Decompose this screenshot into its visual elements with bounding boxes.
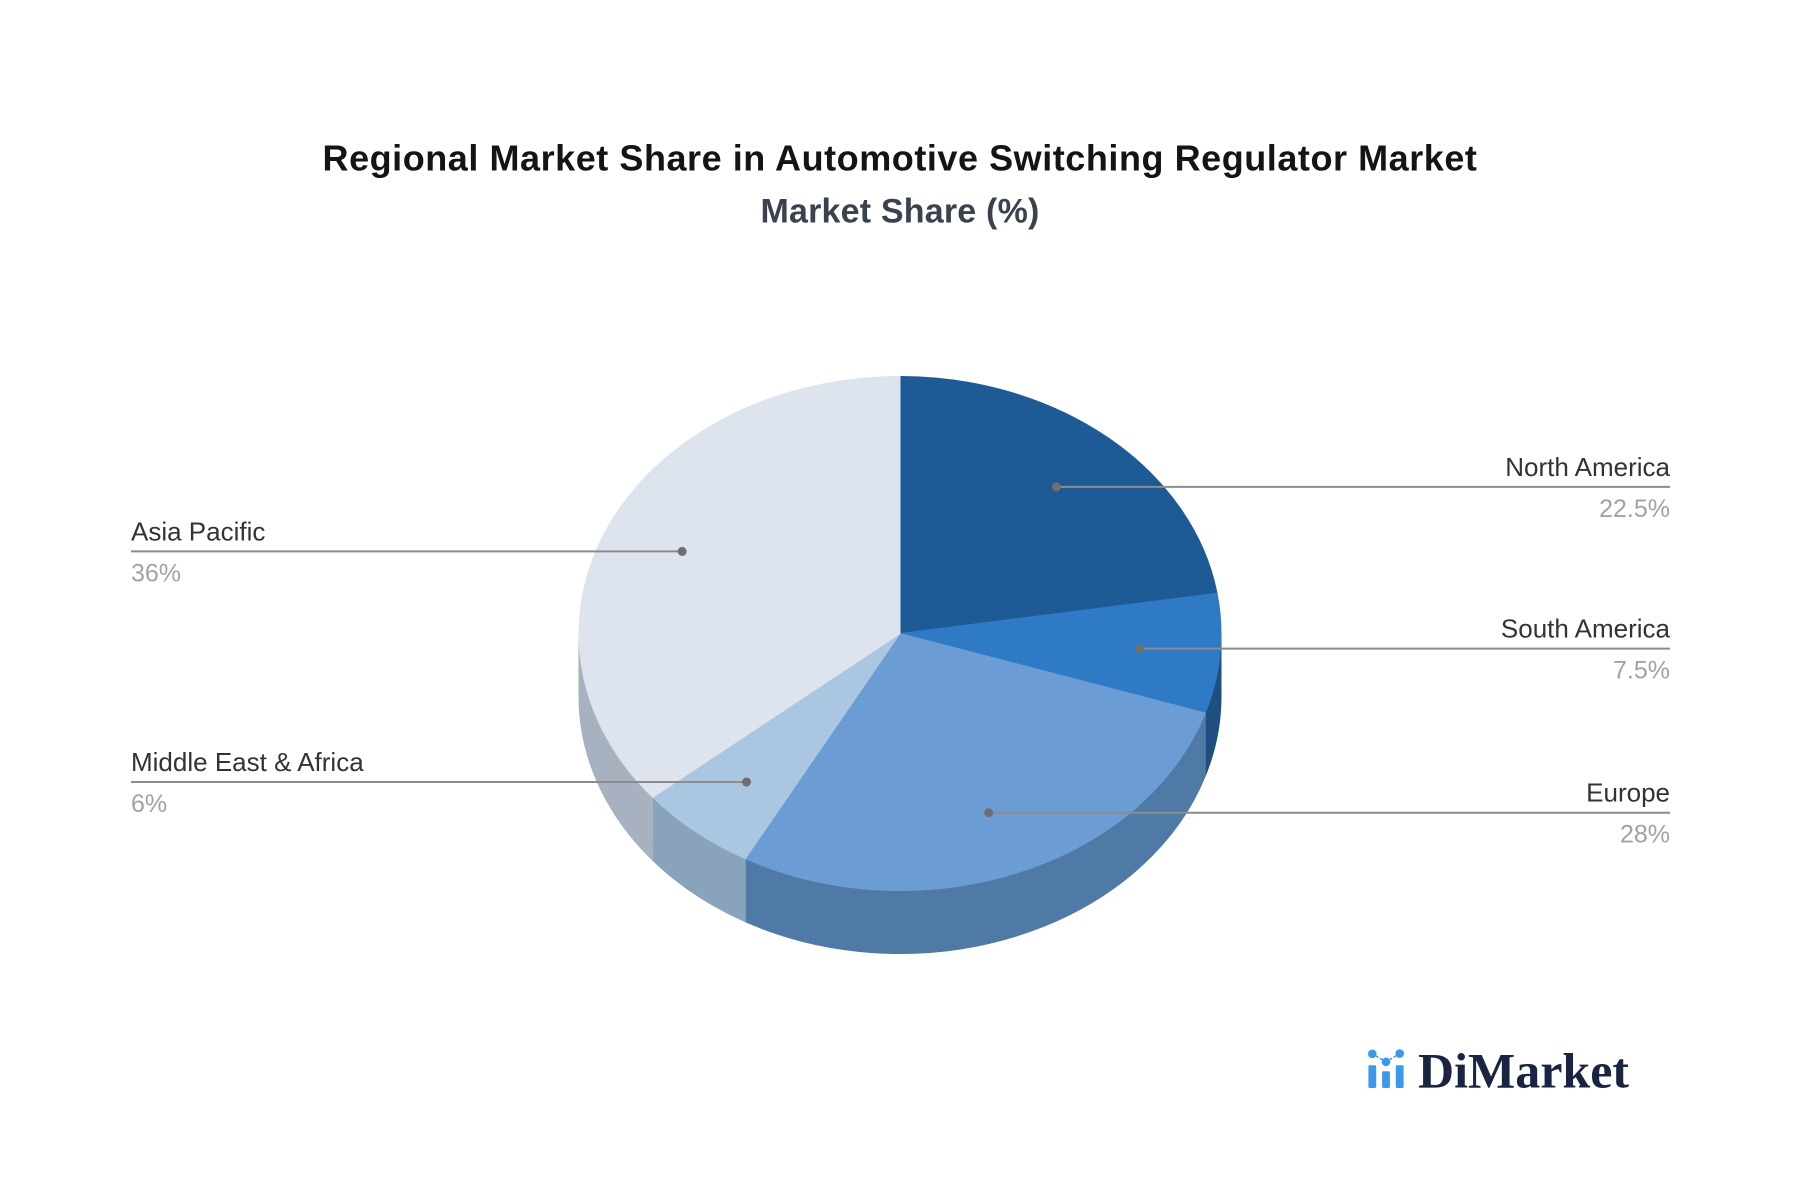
svg-text:Market Share (%): Market Share (%) <box>760 193 1039 231</box>
svg-text:6%: 6% <box>131 790 167 818</box>
svg-text:North America: North America <box>1505 452 1670 482</box>
svg-text:Regional Market Share in Autom: Regional Market Share in Automotive Swit… <box>323 138 1478 179</box>
svg-text:28%: 28% <box>1620 821 1670 849</box>
svg-text:DiMarket: DiMarket <box>1418 1043 1629 1099</box>
svg-text:36%: 36% <box>131 559 181 587</box>
svg-text:Europe: Europe <box>1586 778 1670 808</box>
svg-text:South America: South America <box>1501 614 1671 644</box>
svg-text:Middle East & Africa: Middle East & Africa <box>131 747 364 777</box>
svg-text:7.5%: 7.5% <box>1613 657 1670 685</box>
svg-text:Asia Pacific: Asia Pacific <box>131 516 265 546</box>
svg-text:22.5%: 22.5% <box>1599 495 1670 523</box>
